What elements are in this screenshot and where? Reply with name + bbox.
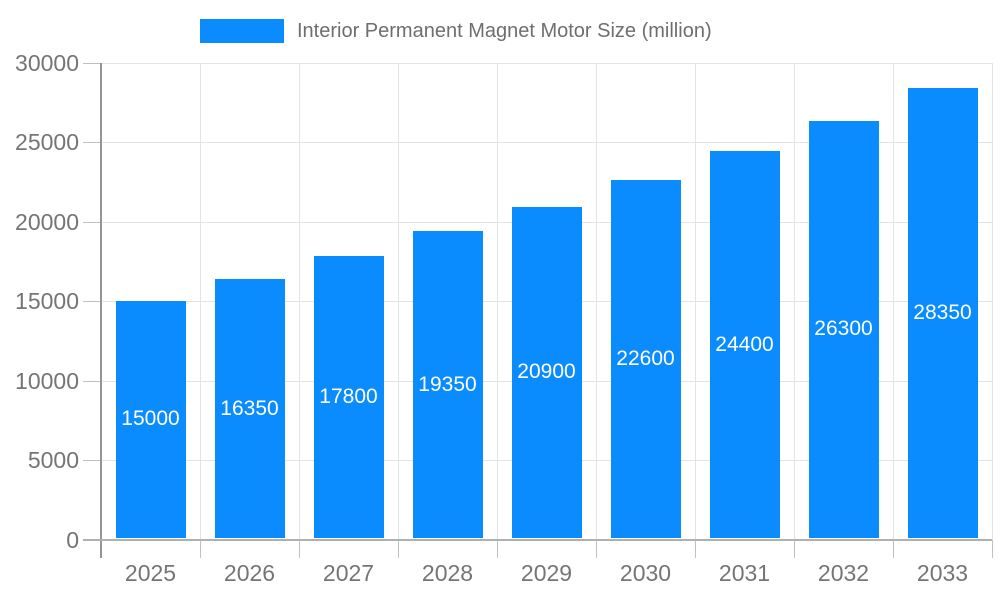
y-axis-label: 10000 (15, 367, 79, 394)
y-gridline (101, 62, 992, 64)
x-axis-line (83, 539, 992, 541)
bar[interactable]: 28350 (907, 88, 978, 538)
y-axis-label: 5000 (27, 447, 79, 473)
y-axis-tick (83, 221, 101, 223)
x-axis-tick (694, 540, 696, 558)
x-axis-tick (892, 540, 894, 558)
y-axis-tick (83, 539, 101, 541)
x-axis-tick (397, 540, 399, 558)
bar-value-label: 15000 (121, 407, 180, 431)
x-gridline (397, 63, 399, 540)
x-gridline (595, 63, 597, 540)
x-axis-label: 2030 (619, 560, 672, 586)
x-gridline (199, 63, 201, 540)
x-axis-label: 2028 (421, 560, 474, 586)
bar-value-label: 16350 (220, 396, 279, 420)
x-axis-tick (100, 540, 102, 558)
x-gridline (694, 63, 696, 540)
y-axis-label: 15000 (15, 288, 79, 314)
bar[interactable]: 15000 (115, 300, 186, 538)
bar-value-label: 22600 (616, 346, 675, 370)
bar[interactable]: 17800 (313, 255, 384, 538)
x-gridline (793, 63, 795, 540)
x-gridline (892, 63, 894, 540)
x-axis-tick (793, 540, 795, 558)
y-axis-label: 20000 (15, 208, 79, 235)
y-axis-tick (83, 460, 101, 461)
x-axis-label: 2033 (916, 560, 969, 586)
y-axis-tick (83, 142, 101, 143)
bar[interactable]: 22600 (610, 179, 681, 538)
bar[interactable]: 20900 (511, 206, 582, 538)
bar[interactable]: 24400 (709, 151, 780, 538)
x-axis-tick (298, 540, 300, 558)
x-axis-label: 2029 (520, 560, 573, 586)
bar[interactable]: 26300 (808, 120, 879, 538)
x-gridline (991, 63, 993, 540)
y-axis-tick (83, 301, 101, 302)
x-axis-tick (991, 540, 993, 558)
bar-value-label: 28350 (913, 301, 972, 325)
bar-value-label: 24400 (715, 332, 774, 356)
y-axis-label: 30000 (15, 49, 79, 76)
x-axis-label: 2032 (817, 560, 870, 586)
y-axis-label: 0 (66, 526, 79, 553)
x-axis-label: 2025 (124, 560, 177, 586)
legend-swatch (200, 19, 284, 43)
bar[interactable]: 16350 (214, 279, 285, 538)
bar[interactable]: 19350 (412, 231, 483, 538)
x-gridline (496, 63, 498, 540)
y-axis-line (100, 63, 102, 558)
x-axis-tick (595, 540, 597, 558)
y-axis-tick (83, 380, 101, 382)
x-gridline (298, 63, 300, 540)
bar-value-label: 19350 (418, 372, 477, 396)
bar-value-label: 26300 (814, 317, 873, 341)
x-axis-label: 2027 (322, 560, 375, 586)
chart-legend-item[interactable]: Interior Permanent Magnet Motor Size (mi… (200, 19, 712, 43)
y-axis-tick (83, 62, 101, 64)
legend-label: Interior Permanent Magnet Motor Size (mi… (297, 19, 712, 42)
x-axis-label: 2031 (718, 560, 771, 586)
y-axis-label: 25000 (15, 129, 79, 155)
x-axis-label: 2026 (223, 560, 276, 586)
x-axis-tick (496, 540, 498, 558)
bar-value-label: 20900 (517, 360, 576, 384)
bar-value-label: 17800 (319, 384, 378, 408)
x-axis-tick (199, 540, 201, 558)
